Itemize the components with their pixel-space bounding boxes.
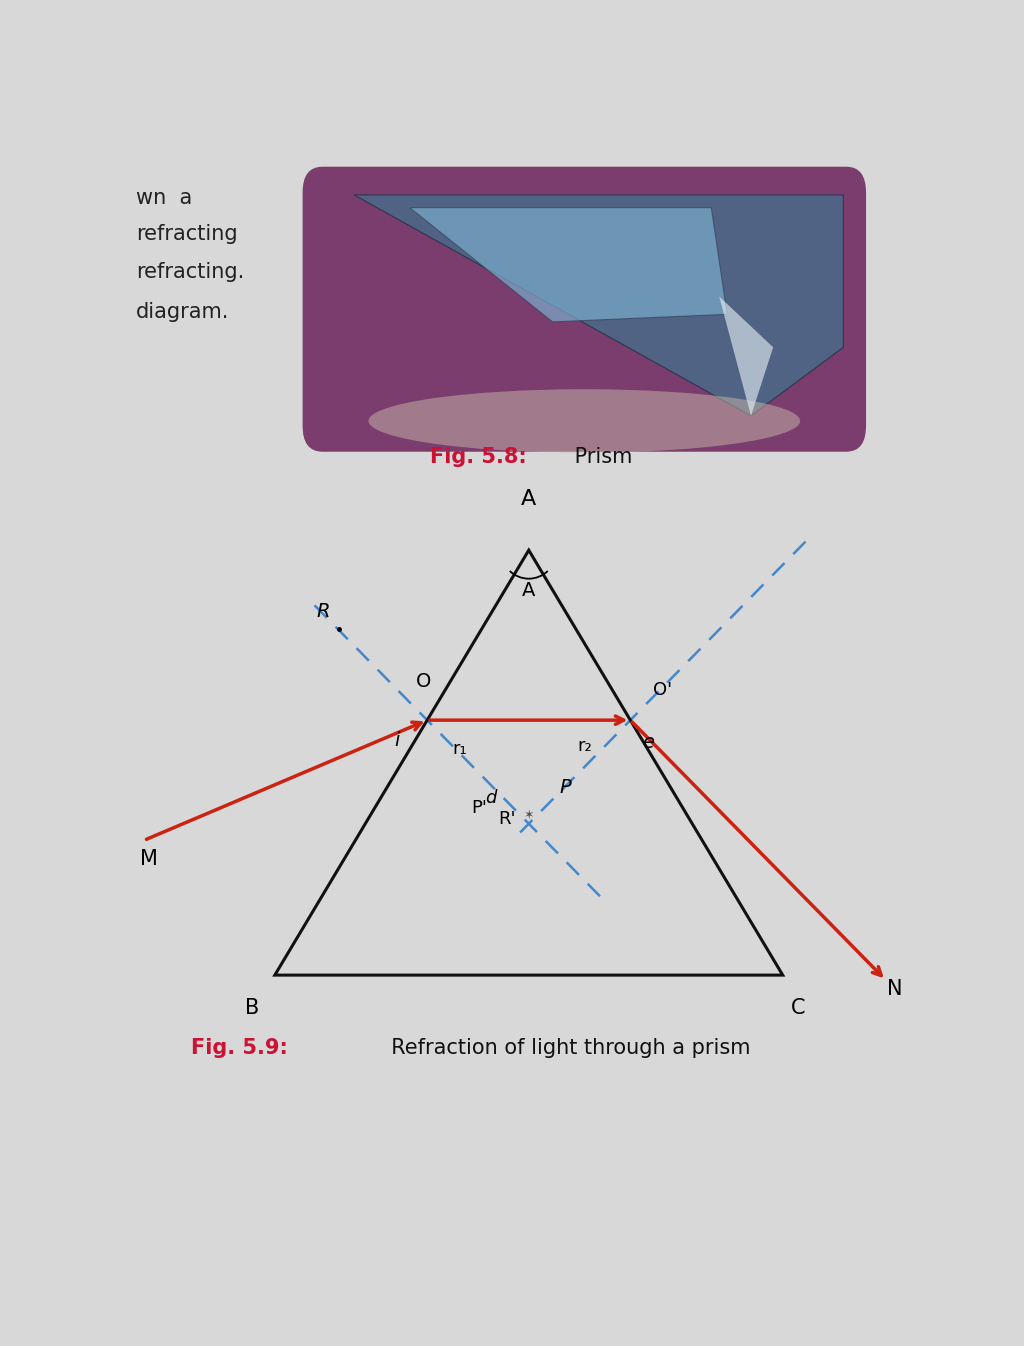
Text: diagram.: diagram. bbox=[136, 302, 229, 322]
FancyBboxPatch shape bbox=[303, 167, 866, 452]
Text: N: N bbox=[888, 979, 903, 999]
Polygon shape bbox=[719, 296, 773, 416]
Ellipse shape bbox=[369, 389, 800, 452]
Text: A: A bbox=[521, 489, 537, 509]
Text: A: A bbox=[522, 581, 536, 600]
Text: r₂: r₂ bbox=[577, 738, 592, 755]
Text: R: R bbox=[316, 602, 330, 621]
Text: O: O bbox=[416, 672, 431, 690]
Text: R': R' bbox=[499, 809, 516, 828]
Text: Fig. 5.9:: Fig. 5.9: bbox=[191, 1038, 289, 1058]
Text: wn  a: wn a bbox=[136, 188, 193, 207]
Text: O': O' bbox=[652, 681, 672, 700]
Text: Fig. 5.8:: Fig. 5.8: bbox=[430, 447, 526, 467]
Text: e: e bbox=[642, 734, 654, 752]
Text: B: B bbox=[245, 997, 259, 1018]
Text: ✶: ✶ bbox=[523, 809, 535, 822]
Text: d: d bbox=[485, 789, 497, 806]
Text: refracting: refracting bbox=[136, 223, 238, 244]
Text: M: M bbox=[140, 849, 158, 870]
Polygon shape bbox=[410, 207, 727, 322]
Text: refracting.: refracting. bbox=[136, 262, 244, 283]
Text: P: P bbox=[560, 778, 571, 797]
Text: i: i bbox=[394, 731, 399, 750]
Text: P': P' bbox=[471, 800, 486, 817]
Text: Refraction of light through a prism: Refraction of light through a prism bbox=[378, 1038, 751, 1058]
Text: C: C bbox=[791, 997, 805, 1018]
Text: Prism: Prism bbox=[568, 447, 633, 467]
Text: r₁: r₁ bbox=[453, 740, 467, 758]
Polygon shape bbox=[354, 195, 844, 416]
